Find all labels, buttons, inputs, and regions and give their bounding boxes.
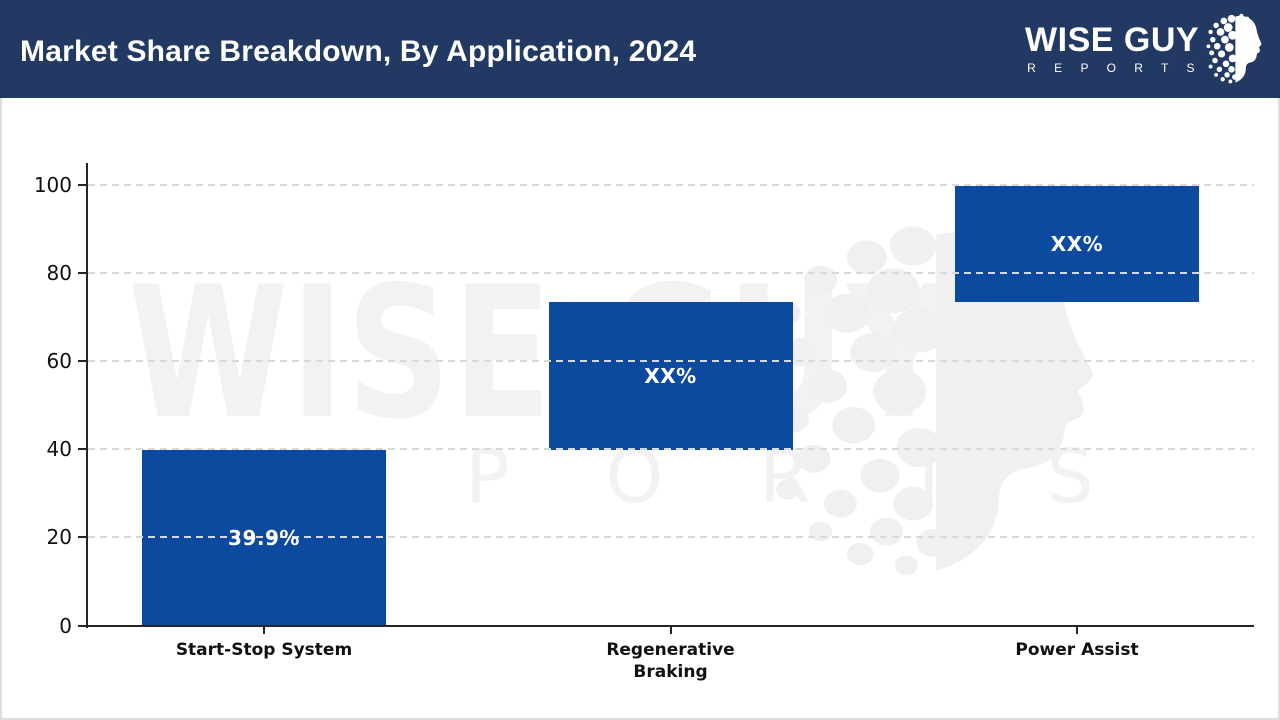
y-tick-label-0: 0	[59, 613, 72, 638]
x-category-label: Power Assist	[1015, 639, 1139, 660]
y-tick-label-80: 80	[46, 261, 72, 286]
y-tick-label-60: 60	[46, 349, 72, 374]
x-category-label: Regenerative Braking	[606, 639, 735, 682]
y-tick-100	[78, 184, 86, 187]
logo-text: WISE GUY R E P O R T S	[1022, 23, 1202, 75]
gridline-80	[88, 272, 1254, 275]
x-category-label: Start-Stop System	[175, 639, 353, 660]
y-tick-0	[78, 624, 86, 627]
y-tick-80	[78, 272, 86, 275]
x-tick-1	[263, 627, 265, 634]
bar-value-label: 39.9%	[228, 525, 300, 550]
y-tick-60	[78, 360, 86, 363]
y-tick-label-20: 20	[46, 525, 72, 550]
gridline-60	[88, 360, 1254, 363]
gridline-20	[88, 536, 1254, 539]
y-tick-label-100: 100	[33, 173, 72, 198]
y-tick-20	[78, 536, 86, 539]
bar-power-assist	[955, 186, 1199, 302]
header-bar: Market Share Breakdown, By Application, …	[0, 0, 1280, 98]
wiseguy-logo: WISE GUY R E P O R T S	[1022, 9, 1270, 89]
x-axis-line	[86, 625, 1254, 627]
gridline-100	[88, 184, 1254, 187]
wiseguy-face-icon	[1206, 13, 1262, 84]
plot-area: 39.9% XX% XX% 0 20 40 60 80 100 Start-Stop System…	[0, 98, 1280, 720]
y-tick-40	[78, 448, 86, 451]
gridline-40	[88, 448, 1254, 451]
chart-title: Market Share Breakdown, By Application, …	[20, 35, 697, 68]
bar-value-label: XX%	[644, 363, 697, 388]
y-axis-line	[86, 163, 88, 628]
y-tick-label-40: 40	[46, 437, 72, 462]
logo-wordmark: WISE GUY	[1025, 21, 1200, 59]
bar-regenerative-braking	[548, 301, 793, 450]
logo-subtitle: R E P O R T S	[1027, 61, 1202, 75]
bar-value-label: XX%	[1050, 232, 1104, 257]
x-tick-3	[1076, 627, 1078, 634]
x-tick-2	[669, 627, 672, 634]
